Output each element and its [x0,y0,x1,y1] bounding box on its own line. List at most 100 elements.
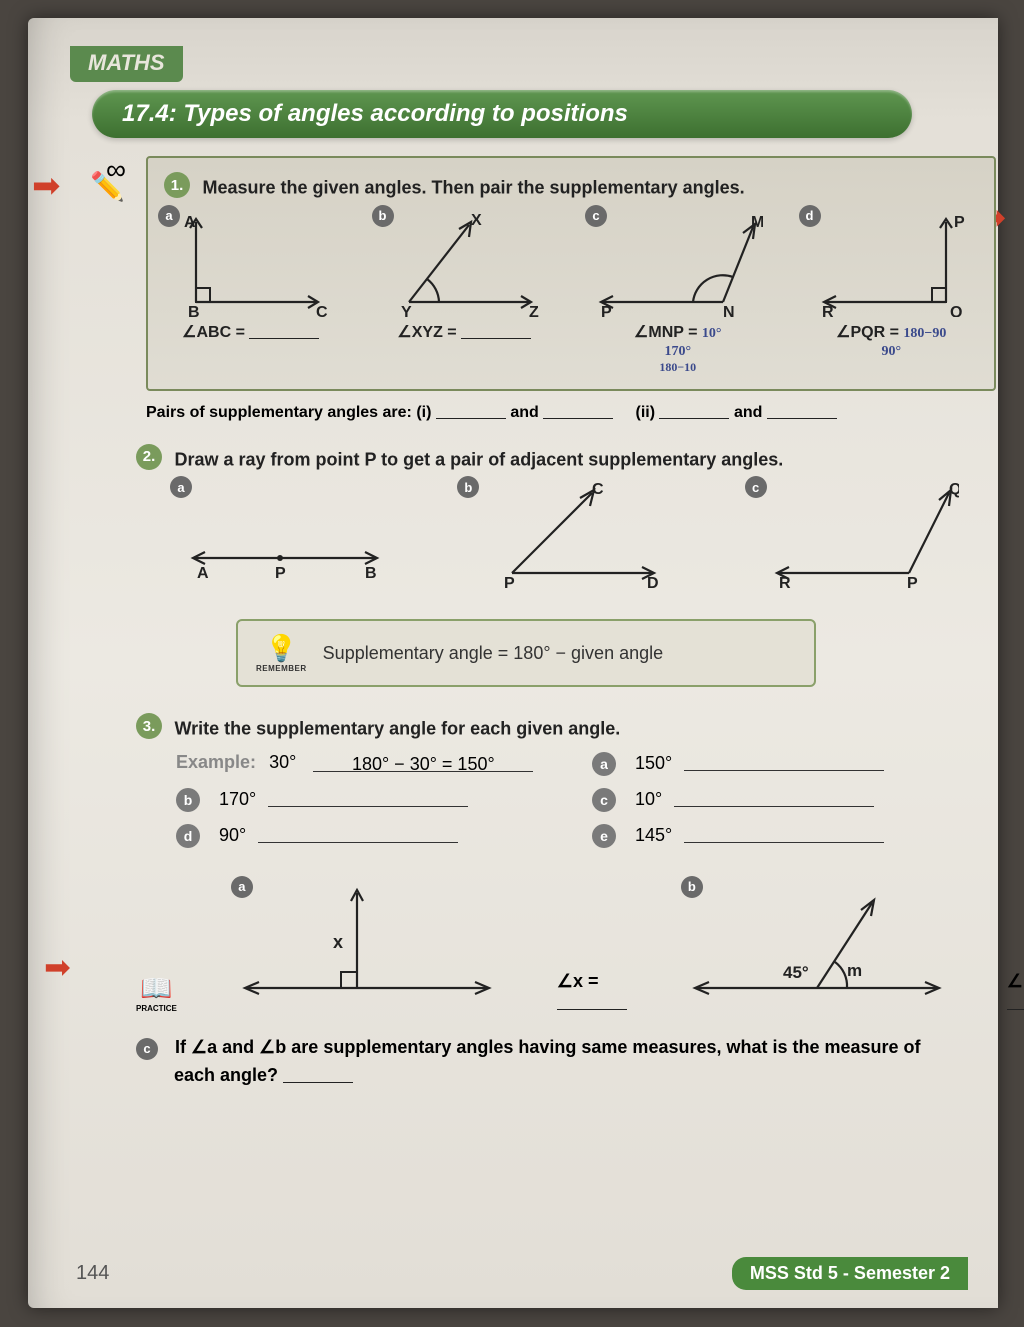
infinity-icon: ∞ [106,154,126,186]
pairs-and: and [734,404,762,421]
practice-icon: 📖 PRACTICE [136,973,177,1013]
practice-c: c If ∠a and ∠b are supplementary angles … [136,1033,968,1091]
option-label: b [681,876,703,898]
q1-angle-a: a A B C ∠ABC = [164,207,338,375]
option-label: a [592,752,616,776]
blank[interactable] [268,789,468,807]
option-label: d [176,824,200,848]
q2a-svg: A P B [185,478,385,588]
option-label: a [158,205,180,227]
q2-row: a A P B b C P [176,478,968,593]
q3-e: e 145° [592,824,968,848]
q3-d: d 90° [176,824,552,848]
svg-text:m: m [847,961,862,980]
angle-pqr-svg: P Q R [806,207,976,317]
q2-angle-b: b C P D [463,478,680,593]
blank[interactable] [436,403,506,419]
practice-b: b 45° m [687,878,947,1013]
q1-angles-row: a A B C ∠ABC = b [164,207,978,375]
option-label: b [372,205,394,227]
q3-b: b 170° [176,788,552,812]
blank[interactable] [1007,994,1024,1010]
q2-number: 2. [136,444,162,470]
blank[interactable] [674,789,874,807]
angle-xyz-label: ∠XYZ = [397,324,456,341]
practice-row: 📖 PRACTICE a x ∠x = b [136,878,968,1013]
blank[interactable] [659,403,729,419]
q2c-svg: Q R P [759,478,959,588]
pairs-i: (i) [416,404,431,421]
angle-pqr-label: ∠PQR = [836,324,899,341]
q1-pairs-line: Pairs of supplementary angles are: (i) a… [146,403,968,422]
example-answer: 180° − 30° = 150° [313,754,533,772]
page-number: 144 [76,1262,109,1285]
q3-example: Example: 30° 180° − 30° = 150° [176,752,552,776]
blank[interactable] [557,994,627,1010]
practice-a-label: ∠x = [557,971,627,1013]
blank[interactable] [258,825,458,843]
q3-c: c 10° [592,788,968,812]
option-label: a [231,876,253,898]
practice-a: a x [237,878,497,1013]
pairs-and: and [510,404,538,421]
blank[interactable] [684,753,884,771]
angle-abc-svg: A B C [166,207,336,317]
handwritten-note: 180−10 [591,360,765,375]
q2-angle-a: a A P B [176,478,393,593]
q3-text: Write the supplementary angle for each g… [174,719,620,739]
bulb-icon: 💡 REMEMBER [256,633,307,673]
q2-angle-c: c Q R P [751,478,968,593]
svg-text:P: P [275,565,286,582]
blank[interactable] [283,1067,353,1083]
svg-text:Y: Y [401,304,412,317]
angle-mnp-label: ∠MNP = [634,324,697,341]
arrow-icon: ➡ [44,948,71,986]
page: MATHS 17.4: Types of angles according to… [28,18,998,1308]
option-label: c [585,205,607,227]
svg-text:R: R [822,304,834,317]
blank[interactable] [767,403,837,419]
svg-text:P: P [954,214,965,231]
q1-angle-c: c M N P ∠MNP = 10°170° 180−10 [591,207,765,375]
blank[interactable] [461,323,531,339]
practice-b-label: ∠m = [1007,971,1024,1013]
option-label: b [176,788,200,812]
practice-a-svg: x [237,878,497,1008]
svg-text:45°: 45° [783,963,809,982]
q2b-svg: C P D [472,478,672,588]
q1-text: Measure the given angles. Then pair the … [202,178,744,198]
q3-number: 3. [136,713,162,739]
q3-grid: Example: 30° 180° − 30° = 150° a 150° b … [176,752,968,848]
pairs-ii: (ii) [635,404,655,421]
remember-box: 💡 REMEMBER Supplementary angle = 180° − … [236,619,816,687]
option-label: e [592,824,616,848]
svg-text:A: A [197,565,209,582]
section-banner: 17.4: Types of angles according to posit… [92,90,912,138]
section-title: Types of angles according to positions [183,100,628,127]
svg-text:P: P [504,575,515,588]
svg-text:B: B [365,565,377,582]
angle-mnp-svg: M N P [593,207,763,317]
blank[interactable] [249,323,319,339]
book-label: MSS Std 5 - Semester 2 [732,1257,968,1290]
page-footer: 144 MSS Std 5 - Semester 2 [76,1257,968,1290]
blank[interactable] [684,825,884,843]
svg-text:P: P [601,304,612,317]
q2-text: Draw a ray from point P to get a pair of… [174,449,783,469]
q3-a: a 150° [592,752,968,776]
section-number: 17.4: [122,100,177,127]
svg-text:X: X [471,212,482,229]
svg-text:C: C [316,304,328,317]
svg-text:M: M [751,214,763,231]
angle-abc-label: ∠ABC = [182,324,245,341]
angle-xyz-svg: X Y Z [379,207,549,317]
q1-number: 1. [164,172,190,198]
blank[interactable] [543,403,613,419]
svg-text:C: C [592,481,604,498]
svg-text:Z: Z [529,304,539,317]
remember-text: Supplementary angle = 180° − given angle [323,643,663,664]
option-label: a [170,476,192,498]
option-label: c [745,476,767,498]
arrow-icon: ➡ [32,166,61,206]
svg-text:N: N [723,304,735,317]
